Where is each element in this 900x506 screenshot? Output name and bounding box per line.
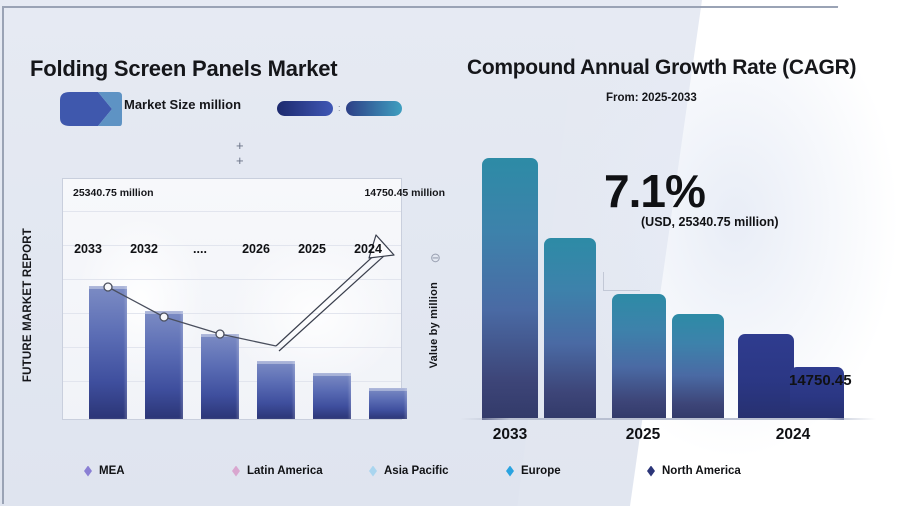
bracket-decoration xyxy=(603,272,640,291)
right-cagr-chart xyxy=(460,140,880,420)
bar-2025 xyxy=(313,373,351,419)
minus-circle-icon: ⊖ xyxy=(430,250,441,265)
legend-item-mea[interactable]: MEA xyxy=(84,465,232,477)
bar-2024-primary xyxy=(738,334,794,420)
gridline xyxy=(63,279,401,280)
plus-marks-decoration: + + xyxy=(236,138,244,168)
left-chart-end-value: 14750.45 million xyxy=(364,187,445,199)
legend-marker-icon xyxy=(647,465,655,477)
left-chart-xlabel-dots: .... xyxy=(193,242,207,256)
legend-marker-icon xyxy=(84,465,92,477)
right-chart-xlabel-2025: 2025 xyxy=(625,426,661,443)
legend-item-latin-america[interactable]: Latin America xyxy=(232,465,369,477)
left-chart-xlabel-2026: 2026 xyxy=(242,242,270,256)
gridline xyxy=(63,313,401,314)
legend-label: Europe xyxy=(521,465,561,477)
legend-label: Latin America xyxy=(247,465,323,477)
trend-line-overlay xyxy=(103,234,395,352)
legend-label: Asia Pacific xyxy=(384,465,449,477)
left-chart-xlabel-2025: 2025 xyxy=(298,242,326,256)
legend-marker-icon xyxy=(369,465,377,477)
pill-indicator-b xyxy=(345,101,402,116)
bar-2025-secondary xyxy=(672,314,724,420)
right-chart-data-label: 14750.45 xyxy=(789,372,852,389)
left-chart-start-value: 25340.75 million xyxy=(73,187,154,199)
left-chart-xlabel-2032: 2032 xyxy=(130,242,158,256)
pill-separator: : xyxy=(338,103,341,113)
hexagon-logo-icon xyxy=(60,92,122,126)
bar-2024-secondary xyxy=(790,367,844,420)
legend-item-europe[interactable]: Europe xyxy=(506,465,647,477)
legend-label: North America xyxy=(662,465,741,477)
left-panel-title: Folding Screen Panels Market xyxy=(30,56,338,81)
pill-indicator-group: : xyxy=(277,101,402,116)
cagr-note: (USD, 25340.75 million) xyxy=(641,215,779,229)
bar-2033-secondary xyxy=(544,238,596,420)
pill-indicator-a xyxy=(277,101,333,116)
chart-legend: MEA Latin America Asia Pacific Europe No… xyxy=(84,465,741,477)
bar-2026 xyxy=(257,361,295,419)
legend-marker-icon xyxy=(232,465,240,477)
left-chart-xlabel-2033: 2033 xyxy=(74,242,102,256)
legend-item-north-america[interactable]: North America xyxy=(647,465,741,477)
right-chart-xlabel-2033: 2033 xyxy=(492,426,528,443)
right-chart-xlabel-2024: 2024 xyxy=(775,426,811,443)
legend-label: MEA xyxy=(99,465,125,477)
left-chart-secondary-axis-label: Value by million xyxy=(428,282,440,369)
left-chart-y-axis-label: FUTURE MARKET REPORT xyxy=(22,228,34,383)
logo-label: Market Size million xyxy=(124,97,242,112)
right-chart-baseline xyxy=(460,418,876,420)
left-chart-xlabel-2024: 2024 xyxy=(354,242,382,256)
bar-2025-primary xyxy=(612,294,666,420)
right-panel-title: Compound Annual Growth Rate (CAGR) xyxy=(467,56,857,79)
legend-item-asia-pacific[interactable]: Asia Pacific xyxy=(369,465,506,477)
bar-2024 xyxy=(369,388,407,419)
gridline xyxy=(63,211,401,212)
gridline xyxy=(63,245,401,246)
growth-arrow xyxy=(275,234,395,352)
left-market-size-chart: 25340.75 million 14750.45 million xyxy=(62,178,445,420)
cagr-value: 7.1% xyxy=(604,165,706,217)
legend-marker-icon xyxy=(506,465,514,477)
right-panel-subtitle: From: 2025-2033 xyxy=(606,92,697,104)
bar-2033-primary xyxy=(482,158,538,420)
